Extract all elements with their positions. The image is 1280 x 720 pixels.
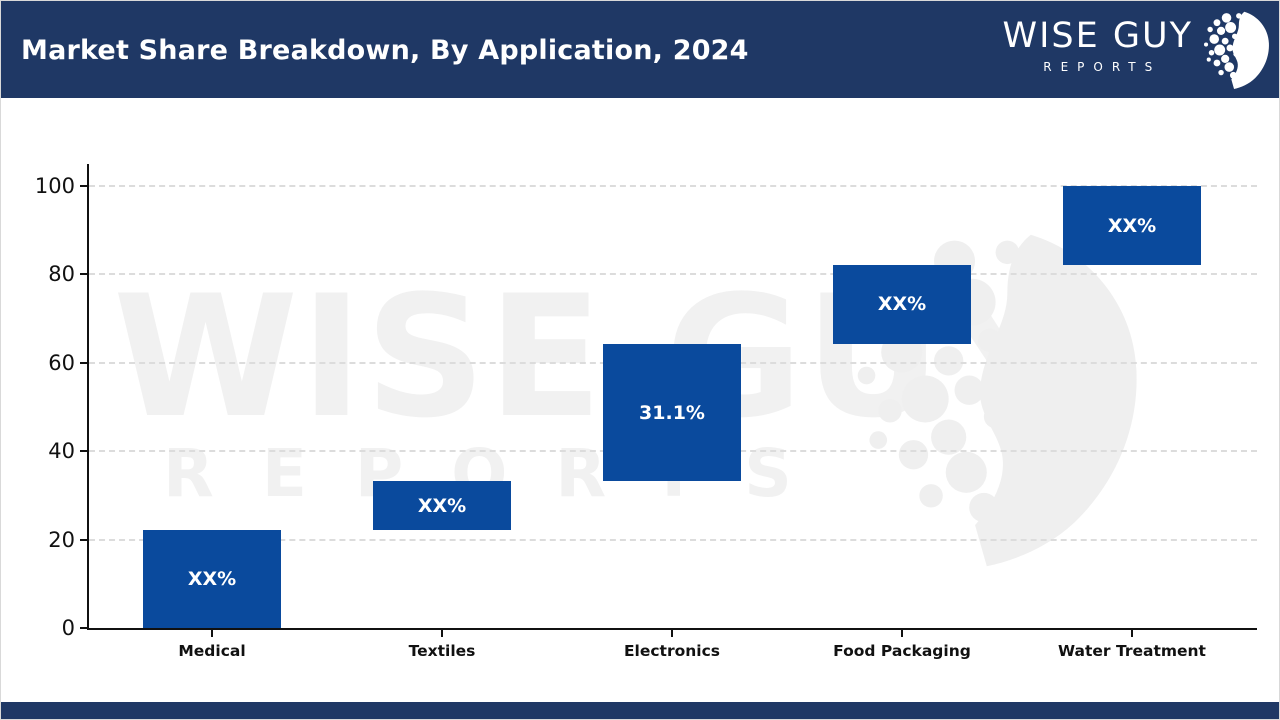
x-category-label: Electronics: [623, 642, 721, 660]
bar-value-label: XX%: [417, 494, 467, 517]
y-tick-mark-60: [80, 361, 89, 364]
x-category-label: Medical: [178, 642, 246, 660]
x-category-label: Textiles: [408, 642, 476, 660]
y-tick-label-60: 60: [48, 350, 75, 375]
bar-water-treatment: XX%: [1063, 186, 1201, 266]
y-tick-mark-100: [80, 185, 89, 187]
header-bar: Market Share Breakdown, By Application, …: [1, 1, 1279, 98]
x-category-label: Food Packaging: [833, 642, 971, 660]
x-tick-mark-0: [211, 628, 213, 637]
footer-bar: [1, 702, 1279, 719]
gridline-20: [89, 538, 1257, 541]
y-axis-line: [87, 164, 89, 630]
y-tick-mark-20: [80, 538, 89, 541]
gridline-80: [89, 273, 1257, 276]
bar-food-packaging: XX%: [833, 265, 971, 344]
bar-electronics: 31.1%: [603, 343, 741, 482]
logo-face-dots-icon: [1191, 7, 1273, 93]
y-tick-label-0: 0: [61, 616, 75, 640]
y-tick-mark-40: [80, 450, 89, 453]
y-tick-label-40: 40: [48, 439, 75, 464]
bar-medical: XX%: [143, 529, 281, 628]
wise-guy-logo: WISE GUY REPORTS: [1002, 16, 1193, 75]
bar-value-label: XX%: [1107, 214, 1157, 237]
x-tick-mark-3: [901, 628, 903, 637]
x-tick-mark-1: [441, 628, 443, 637]
y-tick-label-100: 100: [34, 174, 75, 198]
y-tick-label-80: 80: [48, 262, 75, 287]
bar-textiles: XX%: [373, 481, 511, 530]
y-tick-mark-80: [80, 273, 89, 276]
y-tick-mark-0: [80, 627, 89, 629]
y-tick-label-20: 20: [48, 527, 75, 552]
page-title: Market Share Breakdown, By Application, …: [21, 35, 749, 66]
bar-value-label: XX%: [187, 567, 237, 590]
bar-value-label: XX%: [877, 293, 927, 316]
gridline-100: [89, 185, 1257, 187]
logo-reports-text: REPORTS: [1043, 60, 1162, 74]
x-tick-mark-4: [1131, 628, 1133, 637]
x-tick-mark-2: [671, 628, 673, 637]
x-category-label: Water Treatment: [1058, 642, 1206, 660]
x-axis-line: [87, 628, 1257, 630]
logo-wiseguy-text: WISE GUY: [1002, 16, 1193, 56]
bar-value-label: 31.1%: [639, 401, 705, 424]
